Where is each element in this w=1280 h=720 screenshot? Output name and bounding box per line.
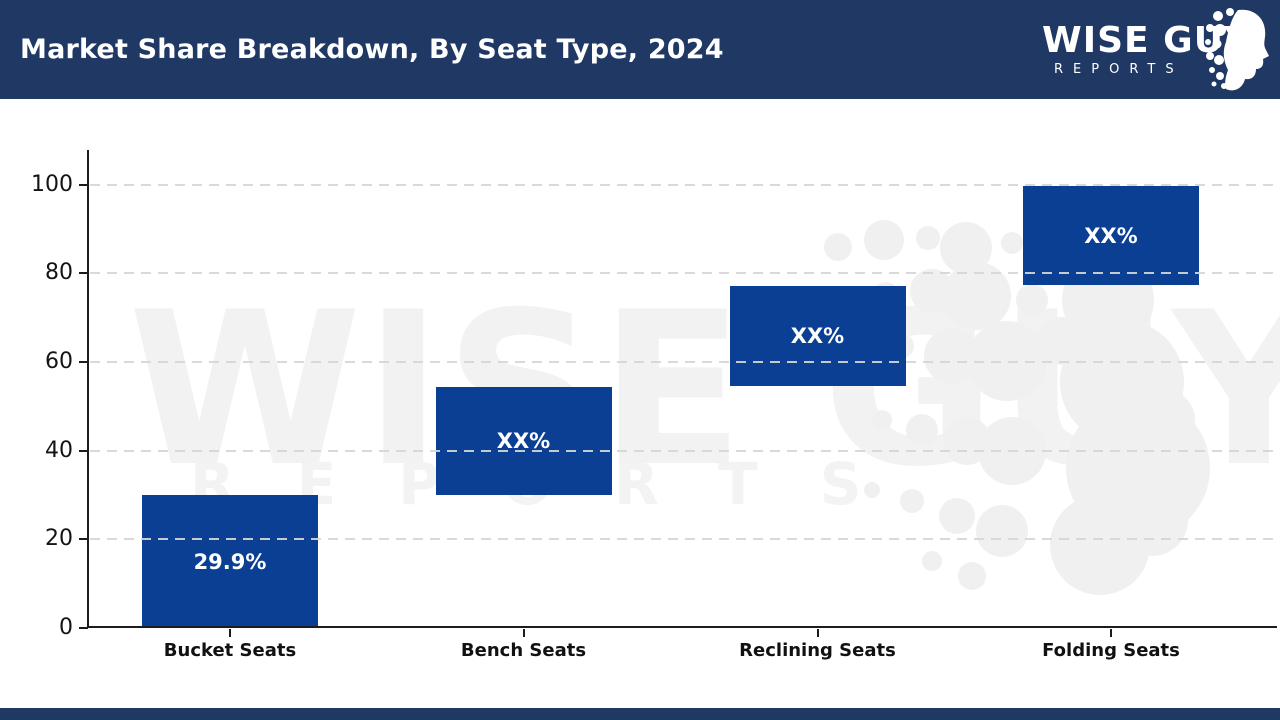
gridline: [90, 272, 1277, 275]
watermark-dot: [976, 505, 1028, 557]
watermark-dot: [824, 233, 852, 261]
bar-value-label: XX%: [496, 429, 551, 454]
plot-area: 0 20 40 60 80 100 29.9% Bucket Seats XX% Bench Se…: [0, 99, 1280, 708]
x-category-label: Bucket Seats: [163, 640, 297, 661]
y-tick-label: 80: [45, 260, 73, 286]
y-axis-tick: [79, 361, 88, 364]
bar-value-label: XX%: [790, 324, 845, 349]
watermark-dot: [872, 410, 892, 430]
gridline: [90, 183, 1277, 186]
brand-logo-subtext: REPORTS: [1054, 62, 1184, 77]
gridline: [90, 538, 1277, 541]
y-tick-label: 20: [45, 526, 73, 552]
x-axis-tick: [522, 629, 525, 637]
page-title: Market Share Breakdown, By Seat Type, 20…: [20, 34, 724, 65]
header-bar: Market Share Breakdown, By Seat Type, 20…: [0, 0, 1280, 99]
watermark-dot: [906, 414, 938, 446]
bar-reclining-seats: [729, 286, 906, 387]
bar-value-label: XX%: [1084, 223, 1138, 248]
watermark-dot: [864, 220, 904, 260]
watermark-dot: [916, 226, 940, 250]
y-axis-tick: [79, 183, 88, 186]
watermark-dot: [900, 489, 924, 513]
x-axis-tick: [816, 629, 819, 637]
watermark-dot: [1001, 232, 1023, 254]
y-tick-label: 60: [45, 349, 73, 375]
bar-value-label: 29.9%: [193, 549, 267, 574]
gridline: [90, 361, 1277, 364]
x-axis-line: [87, 626, 1277, 628]
y-axis-tick: [79, 272, 88, 275]
x-category-label: Folding Seats: [1042, 640, 1180, 661]
bar-folding-seats: [1023, 185, 1199, 286]
footer-bar: [0, 708, 1280, 720]
y-axis-tick: [79, 538, 88, 541]
bar-bucket-seats: [142, 495, 318, 628]
watermark-dot: [1016, 284, 1048, 316]
watermark-dot: [864, 482, 880, 498]
brand-logo: WISE GUY REPORTS: [1012, 0, 1272, 99]
x-axis-tick: [1110, 629, 1112, 637]
watermark-dot: [967, 321, 1047, 401]
watermark-dot: [1116, 484, 1188, 556]
gridline: [90, 449, 1277, 452]
x-category-label: Bench Seats: [460, 640, 587, 661]
y-axis-tick: [79, 449, 88, 452]
x-axis-tick: [229, 629, 231, 637]
watermark-dot: [939, 498, 975, 534]
y-tick-label: 0: [59, 615, 73, 640]
y-tick-label: 40: [45, 437, 73, 463]
y-tick-label: 100: [31, 171, 73, 197]
watermark-dot: [1135, 390, 1195, 450]
bar-bench-seats: [435, 387, 612, 496]
watermark-dot: [958, 562, 986, 590]
x-category-label: Reclining Seats: [739, 640, 896, 661]
y-axis-line: [87, 150, 89, 628]
watermark-dot: [922, 551, 942, 571]
y-axis-tick: [79, 627, 88, 629]
brand-face-icon: [1205, 8, 1269, 91]
